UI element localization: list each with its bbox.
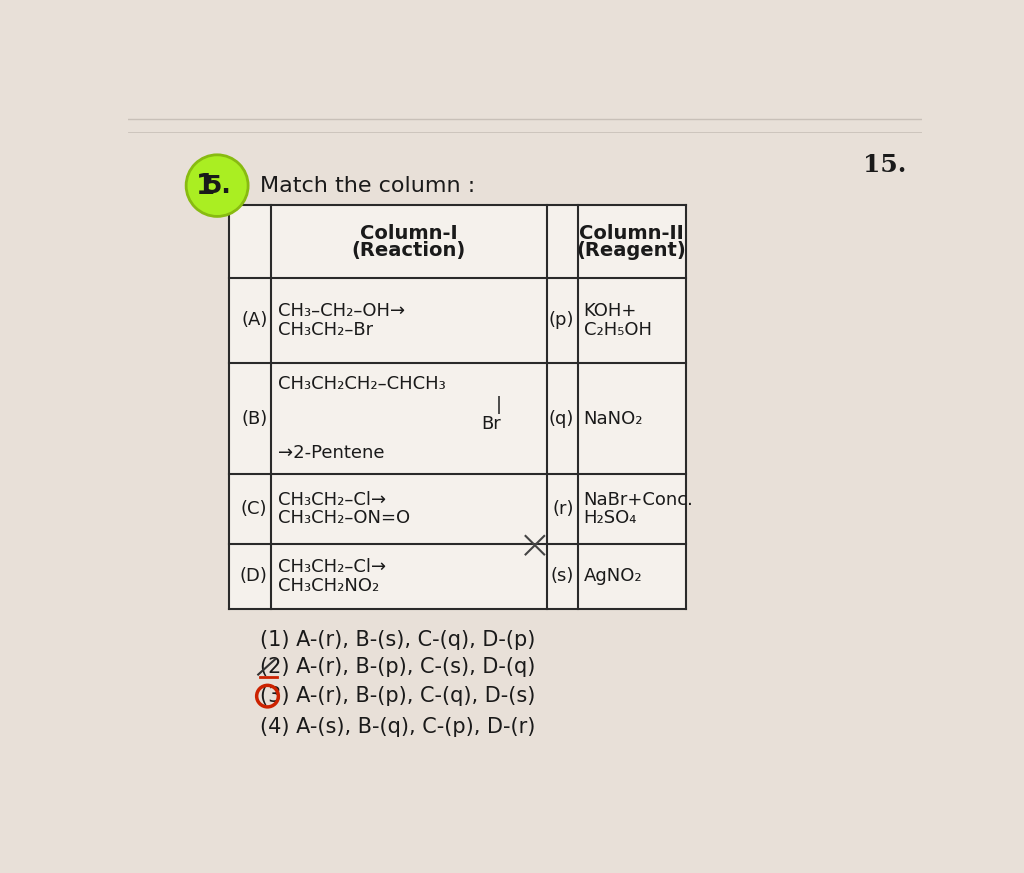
Text: Column-I: Column-I (360, 224, 458, 244)
Text: C₂H₅OH: C₂H₅OH (584, 320, 651, 339)
Text: (r): (r) (552, 500, 573, 518)
Text: 5.: 5. (204, 174, 230, 197)
Text: KOH+: KOH+ (584, 302, 637, 320)
Text: (q): (q) (548, 409, 573, 428)
Text: (A): (A) (241, 312, 267, 329)
Text: (B): (B) (242, 409, 267, 428)
Text: CH₃CH₂–ON=O: CH₃CH₂–ON=O (278, 509, 410, 527)
Text: Column-II: Column-II (580, 224, 684, 244)
Text: AgNO₂: AgNO₂ (584, 567, 642, 586)
Text: NaNO₂: NaNO₂ (584, 409, 643, 428)
Text: (3) A-(r), B-(p), C-(q), D-(s): (3) A-(r), B-(p), C-(q), D-(s) (260, 686, 536, 706)
Text: (2) A-(r), B-(p), C-(s), D-(q): (2) A-(r), B-(p), C-(s), D-(q) (260, 656, 536, 677)
Text: CH₃CH₂–Br: CH₃CH₂–Br (278, 320, 373, 339)
Text: CH₃–CH₂–OH→: CH₃–CH₂–OH→ (278, 302, 404, 320)
Bar (228, 205, 686, 609)
Text: 15.: 15. (863, 153, 907, 176)
Text: (Reaction): (Reaction) (352, 241, 466, 260)
Text: Match the column :: Match the column : (260, 175, 475, 196)
Text: |: | (496, 396, 502, 414)
Text: CH₃CH₂CH₂–CHCH₃: CH₃CH₂CH₂–CHCH₃ (278, 375, 445, 393)
Text: CH₃CH₂NO₂: CH₃CH₂NO₂ (278, 577, 379, 595)
Text: Br: Br (481, 416, 501, 433)
Text: (D): (D) (240, 567, 267, 586)
Text: 1: 1 (197, 172, 215, 200)
Text: NaBr+Conc.: NaBr+Conc. (584, 491, 693, 509)
Text: CH₃CH₂–Cl→: CH₃CH₂–Cl→ (278, 491, 386, 509)
Text: (p): (p) (548, 312, 573, 329)
Text: (s): (s) (550, 567, 573, 586)
Text: (C): (C) (241, 500, 267, 518)
Text: →2-Pentene: →2-Pentene (278, 443, 384, 462)
Text: (1) A-(r), B-(s), C-(q), D-(p): (1) A-(r), B-(s), C-(q), D-(p) (260, 630, 536, 650)
Circle shape (186, 155, 248, 217)
Text: (4) A-(s), B-(q), C-(p), D-(r): (4) A-(s), B-(q), C-(p), D-(r) (260, 717, 536, 737)
Text: CH₃CH₂–Cl→: CH₃CH₂–Cl→ (278, 558, 386, 576)
Text: H₂SO₄: H₂SO₄ (584, 509, 637, 527)
Text: (Reagent): (Reagent) (577, 241, 687, 260)
